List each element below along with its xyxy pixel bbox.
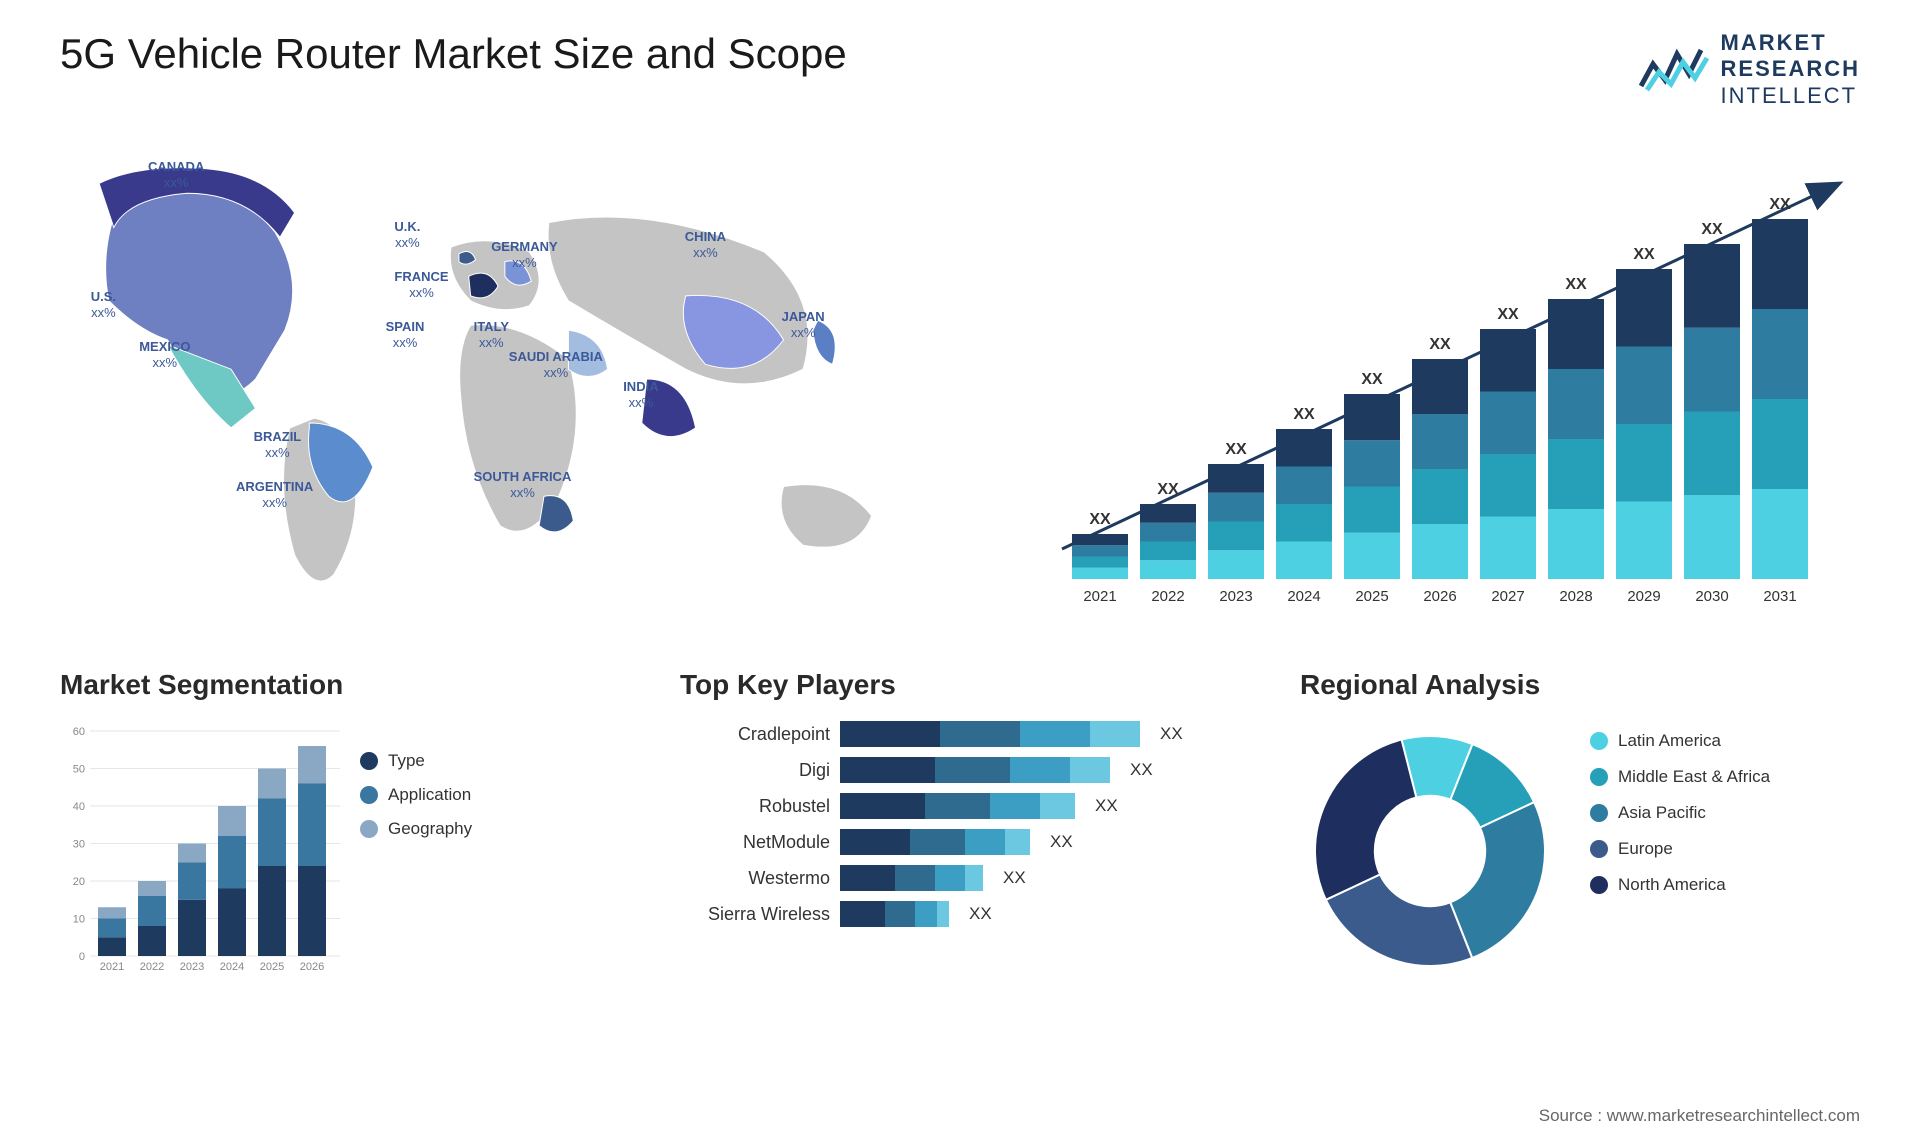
- legend-item: Middle East & Africa: [1590, 767, 1770, 787]
- page-header: 5G Vehicle Router Market Size and Scope …: [60, 30, 1860, 109]
- svg-text:XX: XX: [1429, 336, 1451, 353]
- country-label: U.S.xx%: [91, 289, 116, 320]
- world-map-icon: [60, 129, 940, 629]
- logo-line1: MARKET: [1721, 30, 1860, 56]
- segmentation-title: Market Segmentation: [60, 669, 620, 701]
- regional-legend: Latin America Middle East & Africa Asia Pa…: [1590, 721, 1770, 981]
- segmentation-legend: Type Application Geography: [360, 721, 472, 981]
- legend-item: Geography: [360, 819, 472, 839]
- country-label: MEXICOxx%: [139, 339, 190, 370]
- svg-text:20: 20: [73, 876, 85, 888]
- legend-item: Europe: [1590, 839, 1770, 859]
- svg-text:XX: XX: [1293, 406, 1315, 423]
- svg-text:XX: XX: [1565, 276, 1587, 293]
- svg-text:2023: 2023: [180, 961, 204, 973]
- svg-text:2024: 2024: [220, 961, 244, 973]
- country-label: INDIAxx%: [623, 379, 658, 410]
- svg-text:2027: 2027: [1491, 588, 1524, 605]
- country-label: U.K.xx%: [394, 219, 420, 250]
- brand-logo: MARKET RESEARCH INTELLECT: [1639, 30, 1860, 109]
- svg-text:XX: XX: [1633, 246, 1655, 263]
- main-bar-chart: XX 2021 XX 2022 XX 2023 XX 2024 XX 2025 XX 2026 XX 20…: [980, 129, 1860, 629]
- country-label: SPAINxx%: [386, 319, 425, 350]
- svg-text:XX: XX: [1769, 196, 1791, 213]
- svg-text:30: 30: [73, 839, 85, 851]
- player-row: WestermoXX: [680, 865, 1240, 891]
- svg-text:XX: XX: [1225, 441, 1247, 458]
- country-label: BRAZILxx%: [254, 429, 302, 460]
- segmentation-chart: 0 10 20 30 40 50 60 2021 2022 2023 2024 2025 2026: [60, 721, 340, 981]
- svg-text:10: 10: [73, 914, 85, 926]
- segmentation-panel: Market Segmentation 0 10 20 30 40 50 60 2021 202…: [60, 669, 620, 981]
- svg-text:2021: 2021: [100, 961, 124, 973]
- players-title: Top Key Players: [680, 669, 1240, 701]
- world-map-panel: CANADAxx% U.S.xx% MEXICOxx% BRAZILxx% ARGENT…: [60, 129, 940, 629]
- country-label: GERMANYxx%: [491, 239, 557, 270]
- svg-text:XX: XX: [1089, 511, 1111, 528]
- top-section: CANADAxx% U.S.xx% MEXICOxx% BRAZILxx% ARGENT…: [60, 129, 1860, 629]
- svg-text:50: 50: [73, 764, 85, 776]
- svg-text:40: 40: [73, 801, 85, 813]
- svg-text:2021: 2021: [1083, 588, 1116, 605]
- players-panel: Top Key Players CradlepointXX DigiXX Robus…: [680, 669, 1240, 981]
- player-row: CradlepointXX: [680, 721, 1240, 747]
- svg-text:XX: XX: [1157, 481, 1179, 498]
- legend-item: Asia Pacific: [1590, 803, 1770, 823]
- regional-title: Regional Analysis: [1300, 669, 1860, 701]
- svg-text:2024: 2024: [1287, 588, 1320, 605]
- players-chart: CradlepointXX DigiXX RobustelXX NetModuleXX…: [680, 721, 1240, 927]
- svg-text:2030: 2030: [1695, 588, 1728, 605]
- country-label: CHINAxx%: [685, 229, 726, 260]
- svg-text:2029: 2029: [1627, 588, 1660, 605]
- country-label: CANADAxx%: [148, 159, 204, 190]
- logo-icon: [1639, 46, 1709, 94]
- player-row: DigiXX: [680, 757, 1240, 783]
- player-row: RobustelXX: [680, 793, 1240, 819]
- logo-line2: RESEARCH: [1721, 56, 1860, 82]
- svg-text:2025: 2025: [1355, 588, 1388, 605]
- svg-text:60: 60: [73, 726, 85, 738]
- svg-text:0: 0: [79, 951, 85, 963]
- svg-text:2025: 2025: [260, 961, 284, 973]
- country-label: SOUTH AFRICAxx%: [474, 469, 572, 500]
- bottom-section: Market Segmentation 0 10 20 30 40 50 60 2021 202…: [60, 669, 1860, 981]
- country-label: ITALYxx%: [474, 319, 509, 350]
- country-label: FRANCExx%: [394, 269, 448, 300]
- logo-line3: INTELLECT: [1721, 83, 1860, 109]
- player-row: Sierra WirelessXX: [680, 901, 1240, 927]
- svg-text:XX: XX: [1701, 221, 1723, 238]
- legend-item: Type: [360, 751, 472, 771]
- legend-item: North America: [1590, 875, 1770, 895]
- svg-text:2026: 2026: [1423, 588, 1456, 605]
- player-row: NetModuleXX: [680, 829, 1240, 855]
- svg-text:2026: 2026: [300, 961, 324, 973]
- country-label: SAUDI ARABIAxx%: [509, 349, 603, 380]
- legend-item: Application: [360, 785, 472, 805]
- svg-text:XX: XX: [1361, 371, 1383, 388]
- regional-donut-chart: [1300, 721, 1560, 981]
- svg-text:2028: 2028: [1559, 588, 1592, 605]
- regional-panel: Regional Analysis Latin America Middle Ea…: [1300, 669, 1860, 981]
- country-label: JAPANxx%: [782, 309, 825, 340]
- svg-text:2022: 2022: [1151, 588, 1184, 605]
- svg-text:2023: 2023: [1219, 588, 1252, 605]
- svg-text:2031: 2031: [1763, 588, 1796, 605]
- legend-item: Latin America: [1590, 731, 1770, 751]
- source-text: Source : www.marketresearchintellect.com: [1539, 1106, 1860, 1126]
- svg-text:XX: XX: [1497, 306, 1519, 323]
- svg-text:2022: 2022: [140, 961, 164, 973]
- country-label: ARGENTINAxx%: [236, 479, 313, 510]
- page-title: 5G Vehicle Router Market Size and Scope: [60, 30, 847, 78]
